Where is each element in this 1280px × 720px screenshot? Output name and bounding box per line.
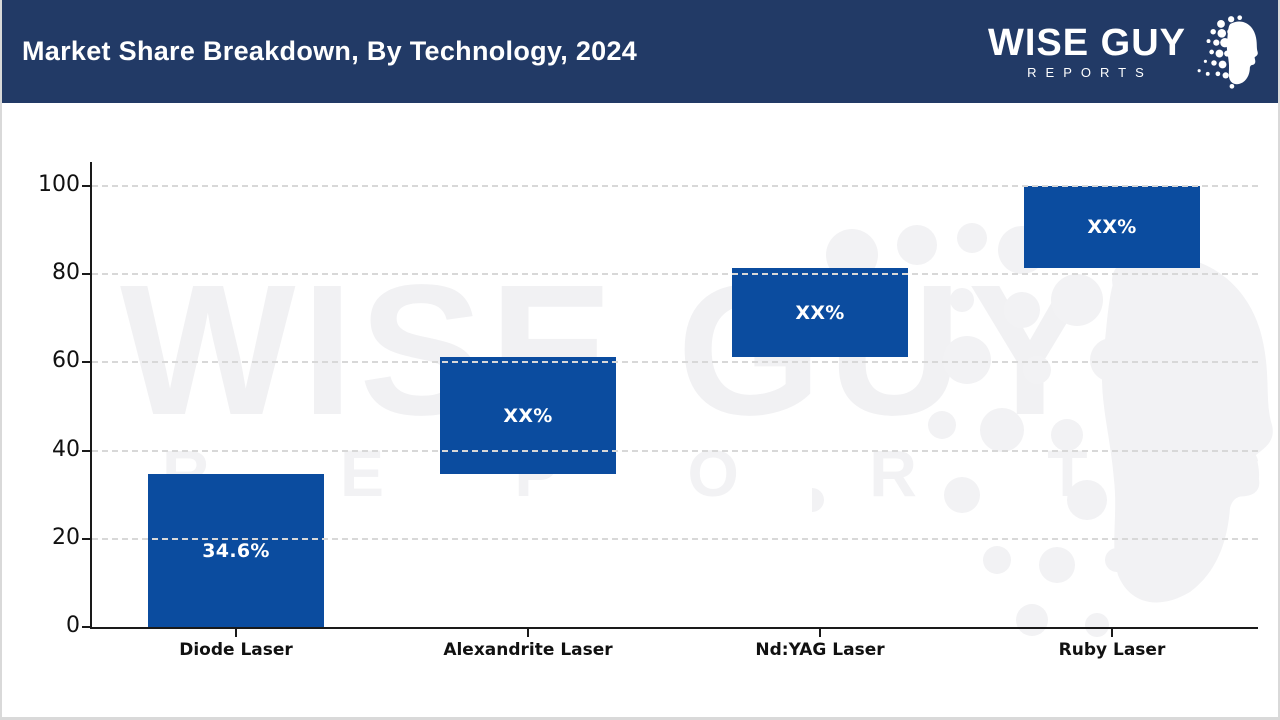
gridline-100: [92, 185, 1258, 187]
x-tick-label: Diode Laser: [179, 640, 293, 660]
bar-value-label: XX%: [1087, 216, 1137, 238]
bar-value-label: XX%: [503, 404, 553, 427]
x-axis-line: [90, 627, 1258, 629]
bar-alexandrite-laser: XX%: [440, 357, 616, 475]
gridline-60: [92, 361, 1258, 364]
x-tick-label: Nd:YAG Laser: [755, 640, 885, 660]
y-tick-label: 0: [66, 613, 80, 638]
y-tick-mark: [82, 626, 90, 628]
y-tick-label: 60: [52, 348, 80, 374]
bar-nd-yag-laser: XX%: [732, 268, 908, 358]
x-tick-label: Ruby Laser: [1058, 640, 1166, 660]
x-tick-mark: [819, 629, 821, 637]
y-tick-mark: [82, 185, 90, 187]
y-tick-label: 80: [52, 260, 80, 286]
logo-reports-text: REPORTS: [1027, 64, 1153, 80]
y-axis-line: [90, 162, 92, 629]
page-title: Market Share Breakdown, By Technology, 2…: [22, 36, 638, 66]
bar-ruby-laser: XX%: [1024, 186, 1200, 269]
x-tick-label: Alexandrite Laser: [443, 640, 613, 660]
gridline-80: [92, 273, 1258, 276]
y-tick-mark: [82, 449, 90, 452]
x-tick-mark: [235, 629, 237, 637]
header-band: Market Share Breakdown, By Technology, 2…: [2, 0, 1278, 103]
logo-face-icon: [1197, 14, 1258, 89]
gridline-40: [92, 449, 1258, 452]
bar-value-label: XX%: [795, 301, 845, 324]
y-tick-label: 100: [38, 172, 80, 197]
bar-diode-laser: 34.6%: [148, 474, 324, 627]
logo-wiseguy-text: WISE GUY: [987, 21, 1186, 64]
y-tick-mark: [82, 361, 90, 364]
y-tick-label: 40: [52, 436, 80, 462]
gridline-20: [92, 537, 1258, 540]
y-tick-mark: [82, 537, 90, 540]
logo-wordmark: WISE GUY REPORTS: [988, 24, 1186, 80]
x-tick-mark: [527, 629, 529, 637]
wise-guy-logo: WISE GUY REPORTS: [988, 10, 1260, 94]
y-tick-mark: [82, 273, 90, 276]
y-tick-label: 20: [52, 524, 80, 550]
bar-value-label: 34.6%: [202, 539, 270, 562]
x-tick-mark: [1111, 629, 1113, 637]
